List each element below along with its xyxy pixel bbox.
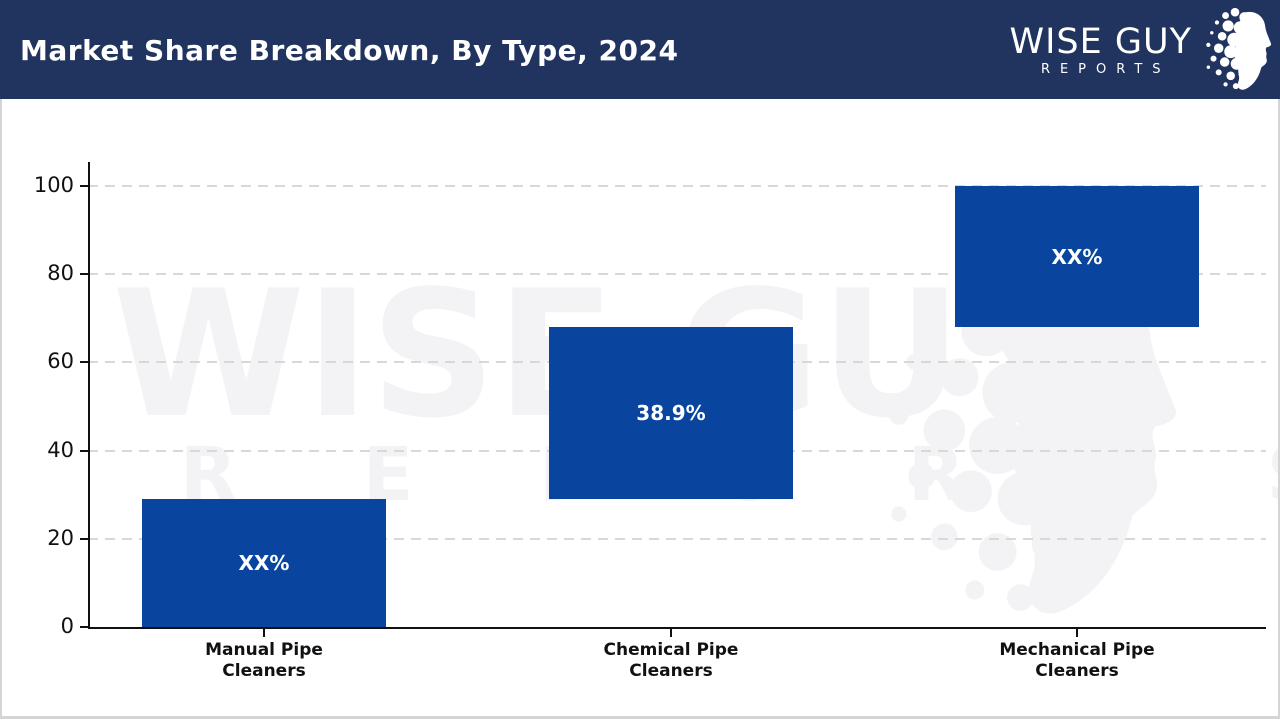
brand-logo-subname: REPORTS	[1040, 61, 1171, 77]
y-tickmark	[80, 273, 88, 276]
brand-logo: WISE GUY REPORTS	[1009, 6, 1272, 94]
y-tick-label: 20	[47, 525, 74, 550]
y-axis-line	[88, 162, 90, 629]
bar-segment: XX%	[142, 498, 386, 627]
chart-frame	[0, 99, 1280, 719]
brand-logo-text: WISE GUY REPORTS	[1009, 23, 1192, 78]
x-axis-line	[88, 627, 1266, 629]
y-tick-label: 60	[47, 349, 74, 374]
category-label: Mechanical Pipe Cleaners	[999, 640, 1155, 681]
y-gridline	[88, 273, 1266, 276]
y-tick-label: 80	[47, 261, 74, 286]
brand-logo-name: WISE GUY	[1009, 21, 1192, 62]
x-tickmark	[670, 629, 672, 637]
bar-segment: 38.9%	[549, 327, 793, 499]
y-tickmark	[80, 185, 88, 187]
bar-value-label: XX%	[1051, 244, 1103, 269]
category-label: Manual Pipe Cleaners	[205, 640, 323, 681]
bar-value-label: 38.9%	[636, 400, 706, 425]
bar-segment: XX%	[955, 186, 1199, 328]
x-tickmark	[1076, 629, 1078, 637]
x-tickmark	[263, 629, 265, 637]
page-title: Market Share Breakdown, By Type, 2024	[20, 34, 679, 67]
header-bar: Market Share Breakdown, By Type, 2024 WI…	[0, 0, 1280, 99]
y-tick-label: 100	[33, 173, 74, 197]
y-gridline	[88, 537, 1266, 540]
y-tickmark	[80, 361, 88, 364]
y-tick-label: 40	[47, 437, 74, 462]
bar-value-label: XX%	[238, 550, 290, 575]
y-tickmark	[80, 537, 88, 540]
y-tickmark	[80, 626, 88, 628]
y-gridline	[88, 185, 1266, 187]
brand-dotface-icon	[1186, 7, 1272, 93]
y-tick-label: 0	[60, 614, 74, 638]
y-tickmark	[80, 449, 88, 452]
category-label: Chemical Pipe Cleaners	[603, 640, 739, 681]
